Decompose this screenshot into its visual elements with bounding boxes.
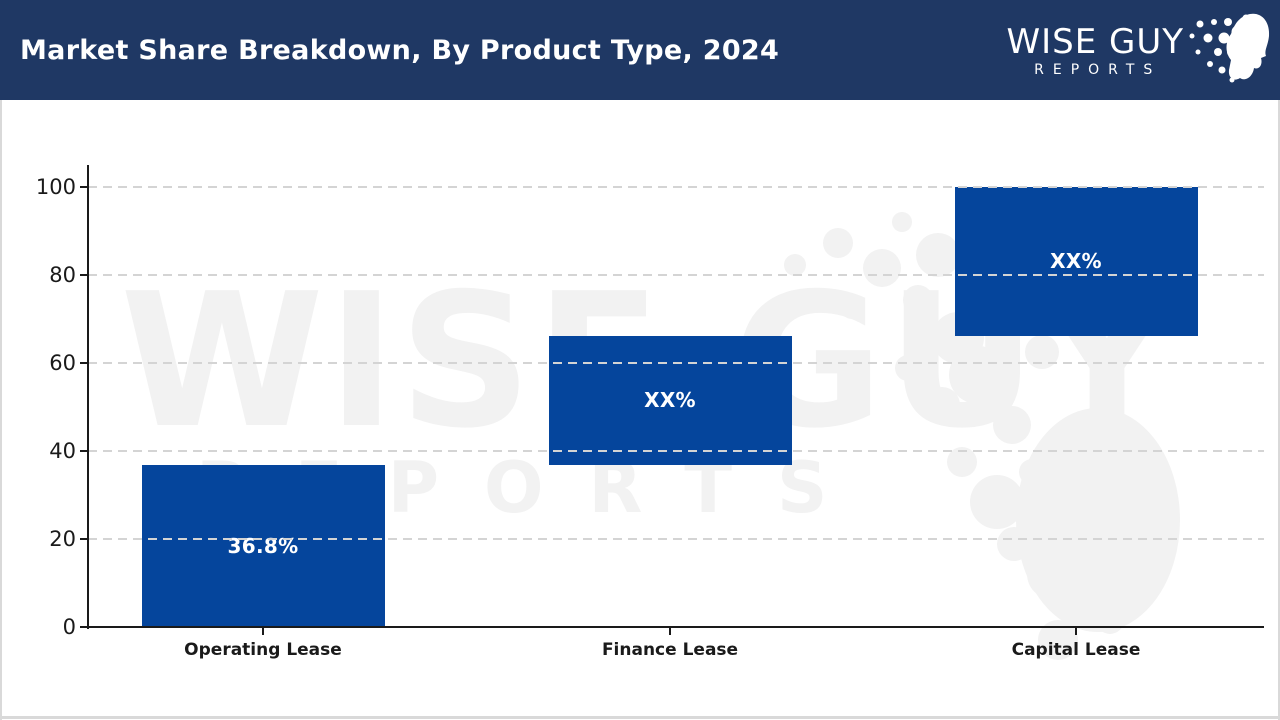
page-title: Market Share Breakdown, By Product Type,… bbox=[20, 34, 780, 66]
x-tick-mark bbox=[669, 628, 671, 635]
y-tick-label: 20 bbox=[49, 527, 76, 551]
gridline bbox=[88, 538, 1264, 540]
wise-guy-logo: WISE GUY REPORTS bbox=[1006, 5, 1270, 95]
category-label: Finance Lease bbox=[601, 640, 739, 660]
gridline bbox=[88, 450, 1264, 452]
gridline bbox=[88, 362, 1264, 364]
category-label: Operating Lease bbox=[184, 640, 342, 660]
bar-value-label: XX% bbox=[1050, 249, 1102, 274]
y-tick-mark bbox=[80, 450, 88, 452]
y-axis-line bbox=[87, 165, 89, 629]
category-label: Capital Lease bbox=[1011, 640, 1141, 660]
bar-value-label: XX% bbox=[644, 388, 696, 413]
header-bar: Market Share Breakdown, By Product Type,… bbox=[0, 0, 1280, 100]
bar-segment: 36.8% bbox=[141, 465, 385, 627]
gridline bbox=[88, 186, 1264, 188]
y-tick-label: 80 bbox=[49, 263, 76, 287]
x-tick-mark bbox=[1075, 628, 1077, 635]
logo-wordmark: WISE GUY REPORTS bbox=[1006, 23, 1184, 78]
y-tick-label: 40 bbox=[49, 439, 76, 463]
bar-segment: XX% bbox=[954, 187, 1198, 336]
gridline bbox=[88, 274, 1264, 276]
logo-wordmark-line1: WISE GUY bbox=[1006, 21, 1184, 62]
logo-wordmark-line2: REPORTS bbox=[1034, 61, 1162, 78]
y-tick-mark bbox=[80, 186, 88, 188]
y-tick-label: 100 bbox=[35, 175, 76, 199]
logo-face-icon bbox=[1189, 13, 1270, 83]
y-tick-mark bbox=[80, 274, 88, 276]
bar-segment: XX% bbox=[548, 335, 792, 466]
frame-edge-bottom bbox=[0, 716, 1280, 719]
watermark-face-dots bbox=[784, 212, 1180, 660]
x-tick-mark bbox=[262, 628, 264, 635]
y-tick-label: 0 bbox=[62, 615, 76, 639]
x-axis-line bbox=[87, 626, 1264, 628]
y-tick-mark bbox=[80, 626, 88, 628]
frame-edge-left bbox=[0, 100, 2, 720]
y-tick-label: 60 bbox=[49, 351, 76, 375]
y-tick-mark bbox=[80, 362, 88, 364]
frame-edge-right bbox=[1278, 100, 1280, 720]
y-tick-mark bbox=[80, 538, 88, 540]
